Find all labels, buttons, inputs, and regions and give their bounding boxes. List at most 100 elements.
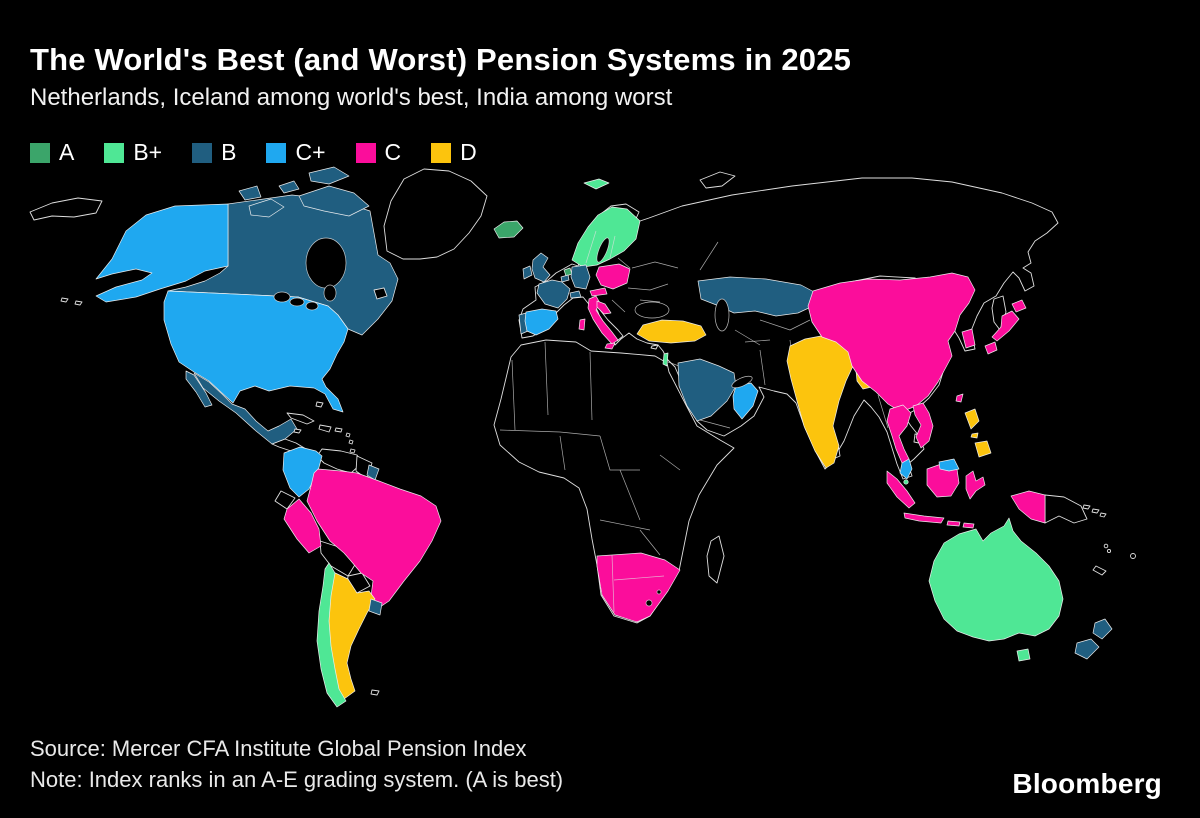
country-brazil [306, 468, 442, 610]
region-scandinavia [571, 206, 641, 268]
legend-label-c: C [384, 139, 402, 165]
cyprus [650, 344, 659, 350]
new-zealand-south-island [1074, 638, 1100, 660]
country-canada [167, 194, 399, 336]
aleutian-2 [74, 300, 83, 306]
country-israel [662, 352, 669, 367]
country-saudi-arabia [677, 358, 737, 422]
island-sulawesi [965, 470, 986, 500]
legend-label-b: B [221, 139, 237, 165]
legend-label-a: A [59, 139, 75, 165]
lesotho [645, 599, 653, 607]
grading-note: Note: Index ranks in an A-E grading syst… [30, 767, 564, 792]
falklands [370, 689, 380, 696]
region-borneo-malaysia [938, 458, 960, 472]
country-canada-arctic-ellesmere [308, 166, 350, 185]
newfoundland [373, 287, 388, 300]
island-taiwan [955, 393, 964, 403]
novaya-zemlya [699, 171, 736, 189]
small-islands [60, 287, 1136, 696]
legend-swatch-c-plus [266, 142, 287, 163]
chart-title: The World's Best (and Worst) Pension Sys… [30, 42, 852, 77]
jamaica [293, 428, 302, 434]
legend-item-b-plus: B+ [104, 139, 162, 166]
island-sumatra [886, 470, 916, 509]
island-sicily [604, 342, 616, 350]
country-mexico [193, 372, 298, 445]
country-switzerland [569, 290, 582, 299]
legend-swatch-a [30, 142, 50, 163]
madagascar [706, 535, 725, 584]
country-canada-arctic-small [278, 180, 300, 194]
country-ireland [522, 265, 533, 280]
new-zealand-north-island [1092, 618, 1113, 640]
russia-chukotka-west-edge [29, 197, 103, 221]
country-belgium [560, 274, 570, 283]
cuba [286, 412, 315, 425]
lesser-antilles-2 [348, 439, 354, 445]
country-vietnam [912, 402, 934, 449]
territory-svalbard [583, 178, 610, 190]
james-bay [323, 284, 337, 302]
legend-swatch-b-plus [104, 142, 125, 163]
legend-item-a: A [30, 139, 74, 166]
philippines-visayas [970, 432, 979, 439]
aleutian-1 [60, 297, 69, 303]
footer: Source: Mercer CFA Institute Global Pens… [30, 733, 563, 795]
philippines-luzon [964, 408, 980, 430]
greenland [383, 168, 488, 260]
persian-gulf [731, 375, 753, 389]
legend-swatch-c [355, 142, 376, 163]
japan-kyushu [984, 341, 998, 355]
country-france [536, 279, 571, 309]
great-lake-superior [273, 291, 291, 303]
philippines-mindanao [974, 440, 992, 458]
country-peru [283, 498, 322, 554]
state-alaska [95, 203, 229, 303]
country-china [807, 272, 976, 413]
eswatini [656, 589, 662, 595]
japan-honshu [991, 310, 1020, 342]
country-germany [570, 264, 591, 290]
islands-lesser-sunda-2 [962, 522, 975, 529]
country-iceland [493, 220, 524, 239]
country-uk [531, 252, 551, 283]
bloomberg-logo: Bloomberg [1012, 768, 1162, 799]
region-southern-africa [596, 552, 681, 623]
great-lake-michigan [289, 297, 305, 307]
country-singapore [903, 479, 909, 485]
legend-label-c-plus: C+ [295, 139, 326, 165]
solomon-2 [1091, 508, 1100, 514]
country-canada-arctic-victoria [248, 198, 285, 218]
legend-item-c: C [355, 139, 402, 166]
legend-item-c-plus: C+ [266, 139, 326, 166]
island-tasmania [1016, 648, 1031, 662]
region-west-papua [1010, 490, 1046, 524]
solomon-3 [1099, 512, 1107, 518]
new-caledonia [1092, 565, 1107, 576]
lesser-antilles-1 [345, 432, 351, 438]
legend-item-b: B [192, 139, 236, 166]
bahamas [315, 401, 324, 408]
papua-new-guinea [1044, 494, 1088, 524]
island-java [903, 512, 945, 524]
hudson-bay [305, 237, 347, 289]
country-spain [524, 308, 559, 336]
japan-hokkaido [1011, 299, 1027, 313]
puerto-rico [334, 427, 343, 433]
country-south-korea [961, 328, 976, 349]
country-usa [163, 290, 349, 413]
vanuatu-2 [1106, 548, 1112, 554]
fiji [1130, 553, 1136, 559]
island-sardinia [578, 318, 586, 331]
region-malaysia-peninsula [899, 458, 913, 480]
country-croatia [596, 300, 612, 315]
vanuatu-1 [1103, 543, 1109, 549]
country-poland [595, 263, 631, 290]
solomon-1 [1082, 504, 1091, 510]
legend-item-d: D [431, 139, 477, 166]
country-austria [589, 287, 608, 297]
